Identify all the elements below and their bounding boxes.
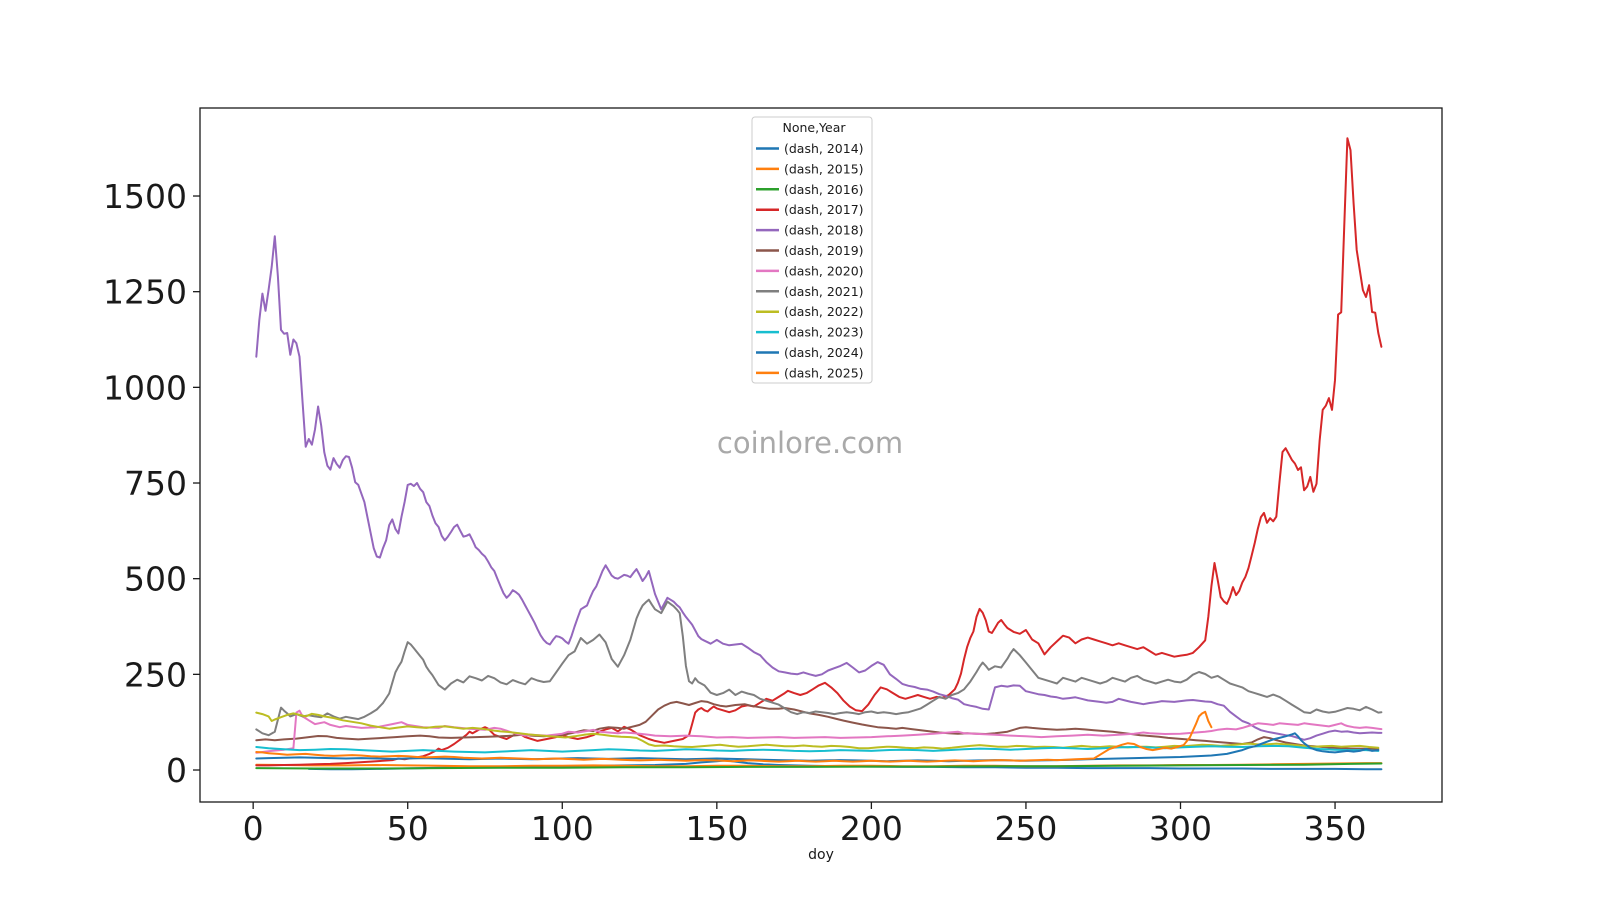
legend-item-dash-2014: (dash, 2014) (756, 141, 864, 156)
y-axis-tick-label: 1500 (103, 177, 187, 216)
series-line-dash-2018 (255, 235, 1383, 741)
legend-item-dash-2021: (dash, 2021) (756, 284, 864, 299)
legend-item-label: (dash, 2015) (784, 161, 864, 176)
x-axis-tick-label: 250 (994, 809, 1057, 848)
x-axis-tick-label: 150 (685, 809, 748, 848)
legend-box (751, 116, 873, 384)
legend-item-label: (dash, 2023) (784, 325, 864, 340)
legend-item-dash-2019: (dash, 2019) (756, 243, 864, 258)
legend-item-dash-2018: (dash, 2018) (756, 223, 864, 238)
legend-item-dash-2025: (dash, 2025) (756, 365, 864, 380)
legend-item-label: (dash, 2024) (784, 345, 864, 360)
y-axis-tick-label: 500 (124, 560, 187, 599)
series-line-dash-2017 (255, 137, 1383, 767)
x-axis-tick-label: 50 (387, 809, 429, 848)
y-axis-tick-label: 1250 (103, 273, 187, 312)
x-axis-tick-label: 350 (1304, 809, 1367, 848)
legend-item-label: (dash, 2018) (784, 223, 864, 238)
x-axis-tick-label: 100 (531, 809, 594, 848)
axes: 0 50 100 150 200 250 300 350 0 250 500 750 1000 1250 1… (103, 177, 1367, 863)
legend: None,Year (dash, 2014) (dash, 2015) (dash, … (751, 116, 873, 384)
legend-item-dash-2017: (dash, 2017) (756, 202, 864, 217)
series-line-dash-2016 (255, 762, 1383, 770)
series-line-dash-2023 (255, 744, 1380, 754)
legend-item-label: (dash, 2022) (784, 304, 864, 319)
legend-item-label: (dash, 2025) (784, 365, 864, 380)
legend-item-dash-2020: (dash, 2020) (756, 263, 864, 278)
y-axis-tick-label: 1000 (103, 368, 187, 407)
series-line-dash-2019 (255, 700, 1380, 750)
legend-item-label: (dash, 2016) (784, 182, 864, 197)
legend-item-label: (dash, 2014) (784, 141, 864, 156)
legend-item-dash-2024: (dash, 2024) (756, 345, 864, 360)
legend-title: None,Year (782, 120, 846, 135)
legend-item-label: (dash, 2017) (784, 202, 864, 217)
series-line-dash-2021 (255, 598, 1383, 737)
legend-item-dash-2022: (dash, 2022) (756, 304, 864, 319)
y-axis-tick-label: 250 (124, 655, 187, 694)
legend-item-dash-2023: (dash, 2023) (756, 325, 864, 340)
series-lines (255, 137, 1383, 771)
x-axis-label: doy (808, 847, 834, 863)
legend-item-label: (dash, 2020) (784, 263, 864, 278)
x-axis-tick-label: 200 (840, 809, 903, 848)
legend-item-label: (dash, 2019) (784, 243, 864, 258)
watermark: coinlore.com (717, 426, 903, 460)
y-axis-tick-label: 0 (166, 751, 187, 790)
series-line-dash-2025 (255, 710, 1213, 763)
legend-item-label: (dash, 2021) (784, 284, 864, 299)
plot-frame (199, 107, 1443, 803)
x-axis-tick-label: 0 (243, 809, 264, 848)
x-axis-tick-label: 300 (1149, 809, 1212, 848)
legend-item-dash-2016: (dash, 2016) (756, 182, 864, 197)
legend-item-dash-2015: (dash, 2015) (756, 161, 864, 176)
y-axis-tick-label: 750 (124, 464, 187, 503)
